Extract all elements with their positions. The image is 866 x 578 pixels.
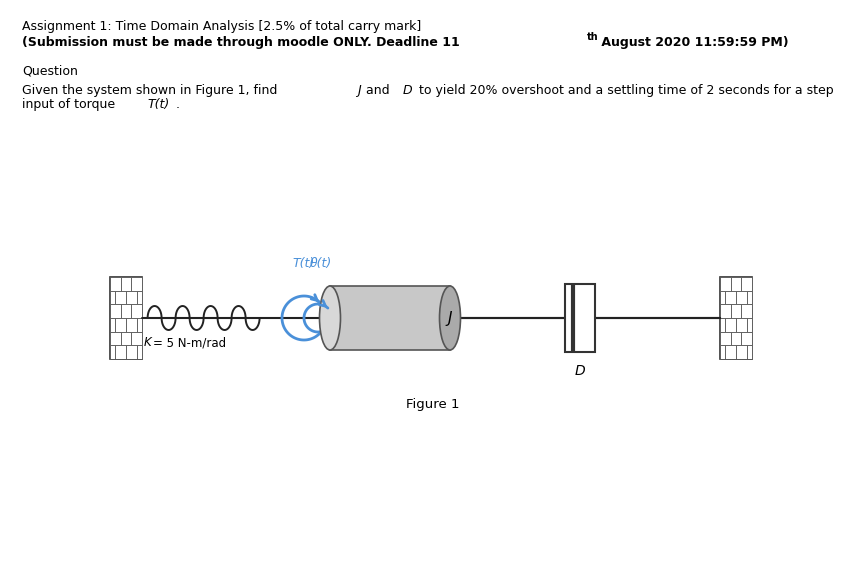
Bar <box>330 286 450 350</box>
Bar <box>741 332 752 345</box>
Bar <box>736 345 746 359</box>
Bar <box>720 332 731 345</box>
Text: Figure 1: Figure 1 <box>406 398 460 411</box>
Bar <box>565 284 595 352</box>
Bar <box>110 345 115 359</box>
Bar <box>110 277 120 291</box>
Bar <box>726 318 736 332</box>
Bar <box>120 332 132 345</box>
Bar <box>720 305 731 318</box>
Bar <box>126 318 137 332</box>
Text: T(t): T(t) <box>147 98 170 111</box>
Bar <box>115 345 126 359</box>
Ellipse shape <box>440 286 461 350</box>
Bar <box>120 277 132 291</box>
Text: Question: Question <box>22 64 78 77</box>
Bar <box>137 318 142 332</box>
Text: Given the system shown in Figure 1, find: Given the system shown in Figure 1, find <box>22 84 281 97</box>
Text: θ(t): θ(t) <box>310 257 333 270</box>
Bar <box>736 291 746 305</box>
Text: = 5 N-m/rad: = 5 N-m/rad <box>153 336 226 349</box>
Text: and: and <box>361 84 393 97</box>
Bar <box>746 318 752 332</box>
Text: .: . <box>176 98 180 111</box>
Bar <box>126 291 137 305</box>
Bar <box>132 277 142 291</box>
Bar <box>110 305 120 318</box>
Bar <box>720 318 726 332</box>
Text: th: th <box>587 32 598 42</box>
Text: (Submission must be made through moodle ONLY. Deadline 11: (Submission must be made through moodle … <box>22 36 460 49</box>
Bar <box>126 345 137 359</box>
Text: D: D <box>575 364 585 378</box>
Bar <box>731 277 741 291</box>
Ellipse shape <box>320 286 340 350</box>
Bar <box>110 318 115 332</box>
Text: input of torque: input of torque <box>22 98 120 111</box>
Bar <box>731 305 741 318</box>
Bar <box>746 291 752 305</box>
Bar <box>110 332 120 345</box>
Text: T(t): T(t) <box>292 257 314 270</box>
Bar <box>726 291 736 305</box>
Text: to yield 20% overshoot and a settling time of 2 seconds for a step: to yield 20% overshoot and a settling ti… <box>415 84 833 97</box>
Bar <box>720 345 726 359</box>
Bar <box>726 345 736 359</box>
Bar <box>120 305 132 318</box>
Bar <box>115 318 126 332</box>
Bar <box>741 305 752 318</box>
Text: J: J <box>357 84 360 97</box>
Bar <box>115 291 126 305</box>
Bar <box>110 277 142 359</box>
Bar <box>110 291 115 305</box>
Text: J: J <box>448 312 452 327</box>
Text: K: K <box>144 336 152 349</box>
Bar <box>137 291 142 305</box>
Bar <box>137 345 142 359</box>
Bar <box>720 277 752 359</box>
Bar <box>720 291 726 305</box>
Bar <box>132 305 142 318</box>
Bar <box>132 332 142 345</box>
Bar <box>741 277 752 291</box>
Text: Assignment 1: Time Domain Analysis [2.5% of total carry mark]: Assignment 1: Time Domain Analysis [2.5%… <box>22 20 421 33</box>
Bar <box>736 318 746 332</box>
Bar <box>720 277 731 291</box>
Bar <box>746 345 752 359</box>
Text: August 2020 11:59:59 PM): August 2020 11:59:59 PM) <box>597 36 788 49</box>
Text: D: D <box>403 84 412 97</box>
Bar <box>731 332 741 345</box>
